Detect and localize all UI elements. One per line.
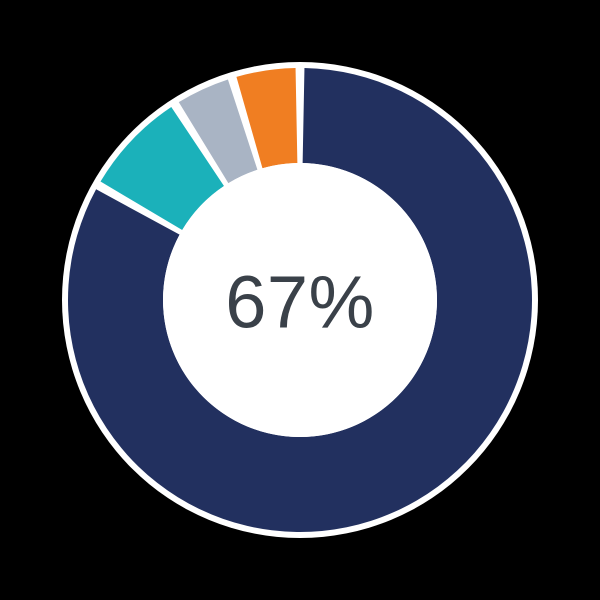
donut-slice-primary[interactable] [68, 68, 532, 532]
donut-slice-tertiary[interactable] [178, 79, 258, 184]
donut-slice-secondary[interactable] [100, 106, 224, 231]
donut-slice-group [68, 68, 532, 532]
center-percentage-label: 67% [225, 261, 375, 344]
donut-slice-quaternary[interactable] [236, 68, 298, 169]
donut-center-hole [163, 163, 437, 437]
